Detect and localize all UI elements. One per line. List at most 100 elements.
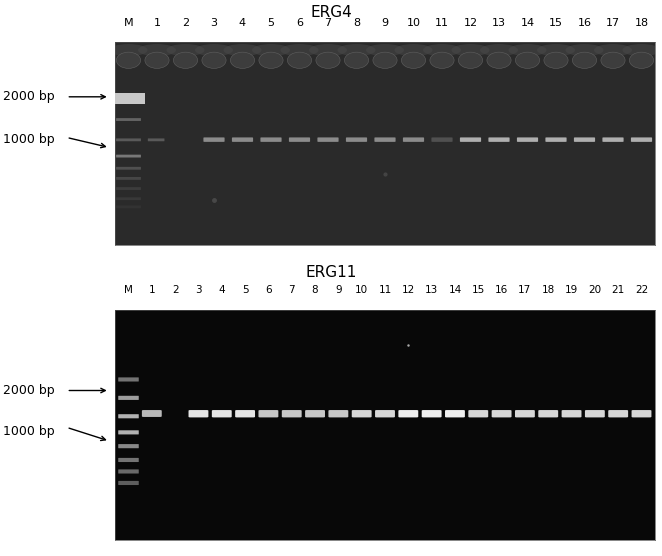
Ellipse shape (423, 44, 461, 56)
FancyBboxPatch shape (118, 378, 139, 381)
FancyBboxPatch shape (545, 137, 567, 142)
FancyBboxPatch shape (116, 138, 141, 141)
FancyBboxPatch shape (203, 137, 224, 142)
Ellipse shape (287, 52, 312, 68)
Ellipse shape (109, 44, 148, 56)
FancyBboxPatch shape (375, 137, 396, 142)
FancyBboxPatch shape (489, 137, 510, 142)
FancyBboxPatch shape (445, 410, 465, 418)
Text: 14: 14 (448, 285, 461, 295)
Ellipse shape (537, 44, 575, 56)
Text: 15: 15 (471, 285, 485, 295)
FancyBboxPatch shape (399, 410, 418, 418)
Text: 5: 5 (242, 285, 248, 295)
Ellipse shape (166, 44, 205, 56)
Text: 13: 13 (492, 18, 506, 28)
FancyBboxPatch shape (116, 167, 141, 170)
Text: 6: 6 (296, 18, 303, 28)
Ellipse shape (195, 44, 233, 56)
Ellipse shape (401, 52, 426, 68)
Text: M: M (124, 18, 133, 28)
Bar (113, 93, 145, 104)
FancyBboxPatch shape (118, 481, 139, 485)
Ellipse shape (430, 52, 454, 68)
FancyBboxPatch shape (289, 137, 310, 142)
Text: 12: 12 (463, 18, 477, 28)
FancyBboxPatch shape (422, 410, 442, 418)
FancyBboxPatch shape (403, 137, 424, 142)
Text: 10: 10 (355, 285, 368, 295)
Text: 1000 bp: 1000 bp (3, 425, 55, 438)
FancyBboxPatch shape (212, 410, 232, 418)
FancyBboxPatch shape (317, 137, 338, 142)
FancyBboxPatch shape (460, 137, 481, 142)
Text: 9: 9 (381, 18, 389, 28)
Text: 18: 18 (634, 18, 649, 28)
Text: 2: 2 (172, 285, 179, 295)
Ellipse shape (173, 52, 197, 68)
Text: 7: 7 (324, 18, 332, 28)
Ellipse shape (202, 52, 226, 68)
Text: 3: 3 (195, 285, 202, 295)
FancyBboxPatch shape (118, 458, 139, 462)
FancyBboxPatch shape (118, 469, 139, 474)
FancyBboxPatch shape (148, 138, 164, 141)
FancyBboxPatch shape (116, 177, 141, 180)
Ellipse shape (544, 52, 568, 68)
Text: 10: 10 (406, 18, 420, 28)
Ellipse shape (145, 52, 169, 68)
Ellipse shape (622, 44, 661, 56)
FancyBboxPatch shape (232, 137, 253, 142)
Ellipse shape (601, 52, 625, 68)
Ellipse shape (508, 44, 547, 56)
Ellipse shape (594, 44, 632, 56)
Ellipse shape (344, 52, 369, 68)
FancyBboxPatch shape (492, 410, 512, 418)
FancyBboxPatch shape (346, 137, 367, 142)
Text: 16: 16 (577, 18, 592, 28)
Text: 22: 22 (635, 285, 648, 295)
Ellipse shape (230, 52, 255, 68)
FancyBboxPatch shape (561, 410, 581, 418)
Ellipse shape (480, 44, 518, 56)
Ellipse shape (573, 52, 596, 68)
FancyBboxPatch shape (375, 410, 395, 418)
Text: 8: 8 (312, 285, 318, 295)
Ellipse shape (451, 44, 489, 56)
Ellipse shape (458, 52, 483, 68)
Text: 5: 5 (267, 18, 275, 28)
FancyBboxPatch shape (517, 137, 538, 142)
FancyBboxPatch shape (116, 118, 141, 121)
FancyBboxPatch shape (235, 410, 255, 418)
FancyBboxPatch shape (116, 155, 141, 157)
Text: 9: 9 (335, 285, 342, 295)
Ellipse shape (630, 52, 653, 68)
FancyBboxPatch shape (632, 410, 651, 418)
FancyBboxPatch shape (189, 410, 209, 418)
Text: 20: 20 (589, 285, 601, 295)
FancyBboxPatch shape (116, 197, 141, 200)
Text: 15: 15 (549, 18, 563, 28)
Ellipse shape (224, 44, 261, 56)
FancyBboxPatch shape (258, 410, 278, 418)
Ellipse shape (565, 44, 604, 56)
FancyBboxPatch shape (608, 410, 628, 418)
Ellipse shape (281, 44, 318, 56)
Ellipse shape (516, 52, 540, 68)
Text: 8: 8 (353, 18, 360, 28)
Text: 4: 4 (239, 18, 246, 28)
FancyBboxPatch shape (116, 187, 141, 190)
Ellipse shape (338, 44, 375, 56)
Text: 17: 17 (606, 18, 620, 28)
Ellipse shape (252, 44, 290, 56)
FancyBboxPatch shape (631, 137, 652, 142)
FancyBboxPatch shape (118, 414, 139, 418)
Text: 19: 19 (565, 285, 578, 295)
Text: 21: 21 (612, 285, 625, 295)
Text: 16: 16 (495, 285, 508, 295)
FancyBboxPatch shape (142, 410, 162, 417)
Text: 14: 14 (520, 18, 534, 28)
FancyBboxPatch shape (260, 137, 281, 142)
Text: 3: 3 (211, 18, 218, 28)
FancyBboxPatch shape (515, 410, 535, 418)
